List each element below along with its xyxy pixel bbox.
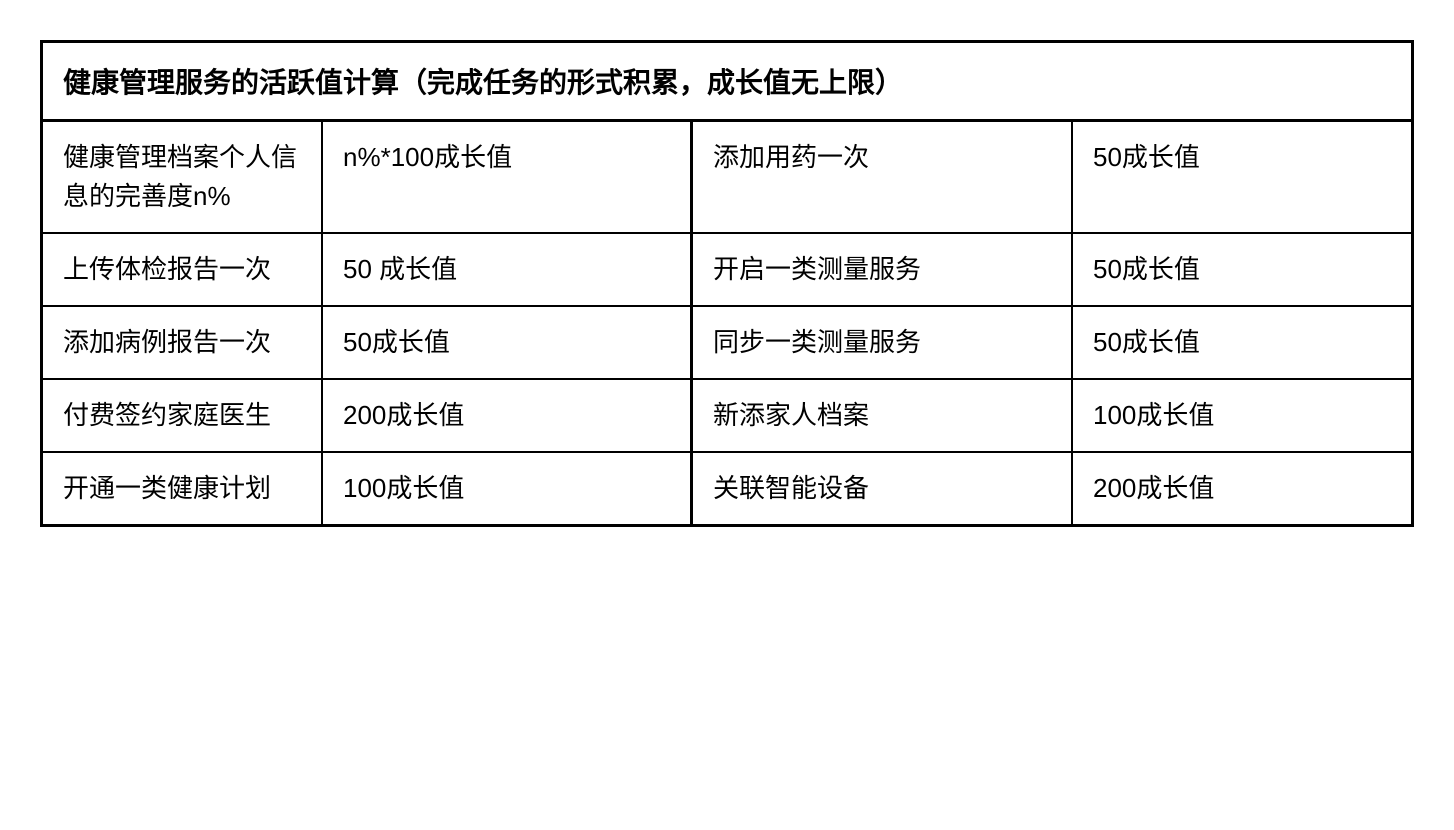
- table-row: 上传体检报告一次 50 成长值 开启一类测量服务 50成长值: [43, 234, 1411, 307]
- value-right-cell: 50成长值: [1073, 122, 1411, 232]
- value-left-cell: 50 成长值: [323, 234, 693, 305]
- task-left-cell: 健康管理档案个人信息的完善度n%: [43, 122, 323, 232]
- table-title: 健康管理服务的活跃值计算（完成任务的形式积累，成长值无上限）: [43, 43, 1411, 122]
- task-left-cell: 付费签约家庭医生: [43, 380, 323, 451]
- task-right-cell: 添加用药一次: [693, 122, 1073, 232]
- value-left-cell: n%*100成长值: [323, 122, 693, 232]
- value-right-cell: 200成长值: [1073, 453, 1411, 524]
- table-row: 开通一类健康计划 100成长值 关联智能设备 200成长值: [43, 453, 1411, 524]
- task-left-cell: 开通一类健康计划: [43, 453, 323, 524]
- task-right-cell: 新添家人档案: [693, 380, 1073, 451]
- task-right-cell: 关联智能设备: [693, 453, 1073, 524]
- task-left-cell: 上传体检报告一次: [43, 234, 323, 305]
- table-row: 付费签约家庭医生 200成长值 新添家人档案 100成长值: [43, 380, 1411, 453]
- task-right-cell: 开启一类测量服务: [693, 234, 1073, 305]
- value-right-cell: 50成长值: [1073, 234, 1411, 305]
- task-left-cell: 添加病例报告一次: [43, 307, 323, 378]
- value-right-cell: 100成长值: [1073, 380, 1411, 451]
- table-row: 健康管理档案个人信息的完善度n% n%*100成长值 添加用药一次 50成长值: [43, 122, 1411, 234]
- value-left-cell: 50成长值: [323, 307, 693, 378]
- activity-value-table: 健康管理服务的活跃值计算（完成任务的形式积累，成长值无上限） 健康管理档案个人信…: [40, 40, 1414, 527]
- value-right-cell: 50成长值: [1073, 307, 1411, 378]
- value-left-cell: 200成长值: [323, 380, 693, 451]
- task-right-cell: 同步一类测量服务: [693, 307, 1073, 378]
- table-row: 添加病例报告一次 50成长值 同步一类测量服务 50成长值: [43, 307, 1411, 380]
- value-left-cell: 100成长值: [323, 453, 693, 524]
